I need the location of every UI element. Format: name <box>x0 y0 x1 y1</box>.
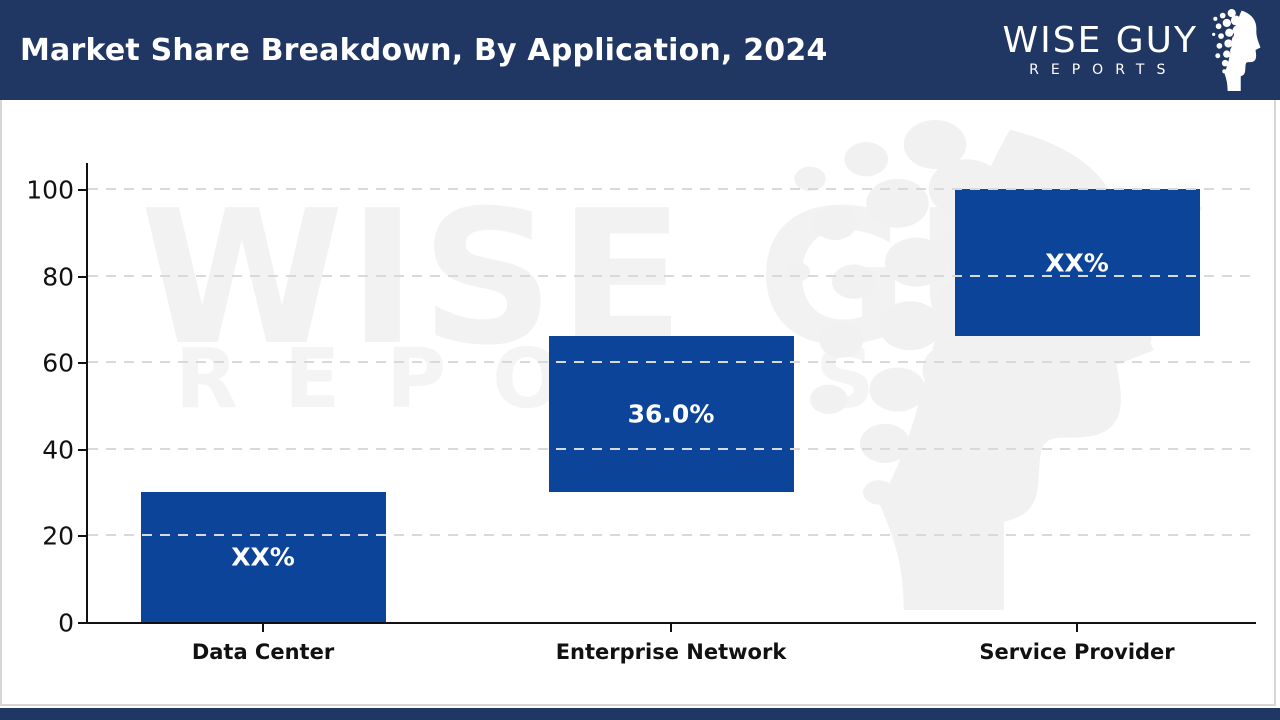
head-profile-icon <box>1212 9 1261 91</box>
logo-text: WISE GUY REPORTS <box>1002 20 1199 78</box>
y-tick-mark <box>78 362 86 365</box>
y-tick-label: 100 <box>26 175 74 205</box>
gridline-60 <box>88 361 1256 364</box>
x-axis <box>86 622 1256 624</box>
x-tick-mark <box>670 624 672 632</box>
bar-service-provider <box>954 189 1200 337</box>
bar-data-center <box>140 492 386 622</box>
gridline-80 <box>88 274 1256 277</box>
y-tick-mark <box>78 448 86 451</box>
y-tick-label: 20 <box>42 521 74 551</box>
gridline-20 <box>88 534 1256 537</box>
wiseguy-logo: WISE GUY REPORTS <box>1003 9 1267 91</box>
logo-wordmark: WISE GUY <box>1002 20 1198 61</box>
x-category-label: Service Provider <box>979 640 1175 664</box>
x-tick-mark <box>1076 624 1078 632</box>
bar-value-label: XX% <box>231 542 295 572</box>
y-tick-label: 80 <box>42 262 74 292</box>
y-tick-mark <box>78 189 86 191</box>
y-tick-mark <box>78 275 86 278</box>
bar-value-label: XX% <box>1045 248 1109 278</box>
gridline-40 <box>88 447 1256 450</box>
y-tick-mark <box>78 622 86 624</box>
logo-subtitle: REPORTS <box>1029 62 1178 78</box>
bar-value-label: 36.0% <box>627 399 715 429</box>
y-tick-label: 40 <box>42 435 74 465</box>
x-category-label: Enterprise Network <box>555 640 787 664</box>
footer-bar <box>0 708 1280 720</box>
y-tick-label: 60 <box>42 348 74 378</box>
header-bar: Market Share Breakdown, By Application, … <box>0 0 1280 100</box>
page-title: Market Share Breakdown, By Application, … <box>20 32 828 68</box>
x-tick-mark <box>262 624 264 632</box>
gridline-100 <box>88 188 1256 190</box>
y-tick-label: 0 <box>58 608 74 638</box>
y-tick-mark <box>78 535 86 538</box>
x-category-label: Data Center <box>191 640 335 664</box>
y-axis <box>86 163 88 624</box>
